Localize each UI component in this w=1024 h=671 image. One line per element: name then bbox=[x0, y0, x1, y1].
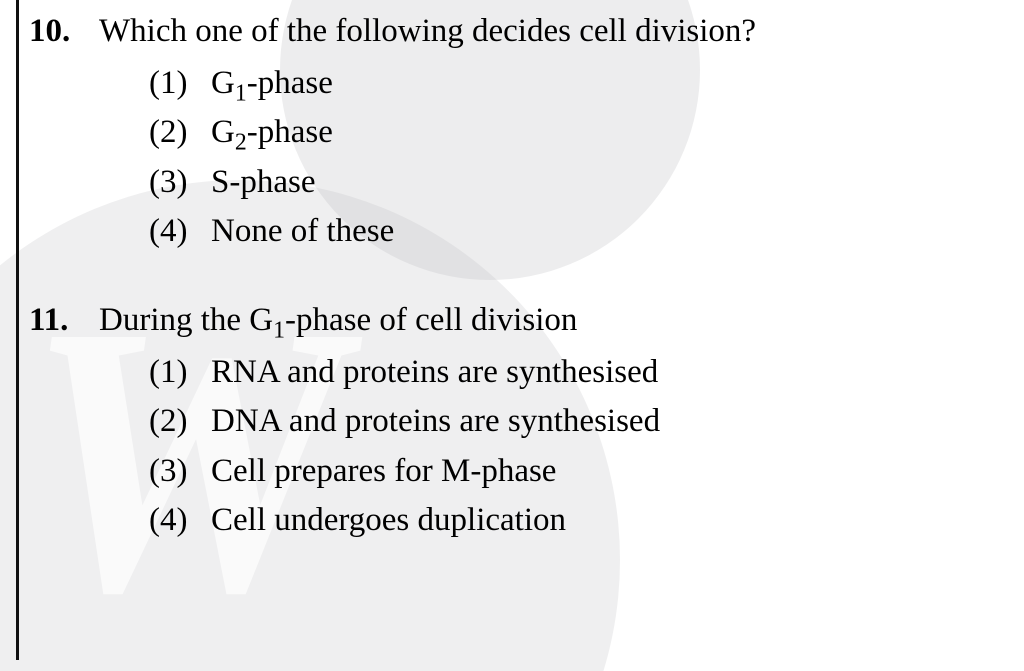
question-stem-row: 10. Which one of the following decides c… bbox=[29, 10, 994, 53]
option-number: (4) bbox=[149, 496, 211, 546]
option-number: (4) bbox=[149, 207, 211, 257]
option-text: G1-phase bbox=[211, 59, 333, 109]
option-text: None of these bbox=[211, 207, 394, 257]
option-text: DNA and proteins are synthesised bbox=[211, 397, 660, 447]
option-number: (3) bbox=[149, 158, 211, 208]
option-text: Cell undergoes duplication bbox=[211, 496, 566, 546]
option-number: (3) bbox=[149, 447, 211, 497]
option-number: (1) bbox=[149, 348, 211, 398]
option-row: (3) Cell prepares for M-phase bbox=[149, 447, 994, 497]
question-stem: Which one of the following decides cell … bbox=[99, 10, 756, 53]
question-block: 10. Which one of the following decides c… bbox=[29, 10, 994, 257]
question-block: 11. During the G1-phase of cell division… bbox=[29, 299, 994, 546]
option-number: (2) bbox=[149, 397, 211, 447]
option-number: (2) bbox=[149, 108, 211, 158]
question-number: 10. bbox=[29, 13, 99, 50]
option-number: (1) bbox=[149, 59, 211, 109]
option-row: (2) DNA and proteins are synthesised bbox=[149, 397, 994, 447]
options-list: (1) RNA and proteins are synthesised (2)… bbox=[149, 348, 994, 546]
option-text: RNA and proteins are synthesised bbox=[211, 348, 658, 398]
page-content: 10. Which one of the following decides c… bbox=[16, 0, 1024, 660]
option-text: G2-phase bbox=[211, 108, 333, 158]
option-text: S-phase bbox=[211, 158, 315, 208]
option-row: (3) S-phase bbox=[149, 158, 994, 208]
option-row: (1) RNA and proteins are synthesised bbox=[149, 348, 994, 398]
question-number: 11. bbox=[29, 302, 99, 339]
options-list: (1) G1-phase (2) G2-phase (3) S-phase (4… bbox=[149, 59, 994, 257]
option-row: (2) G2-phase bbox=[149, 108, 994, 158]
option-row: (1) G1-phase bbox=[149, 59, 994, 109]
option-row: (4) Cell undergoes duplication bbox=[149, 496, 994, 546]
question-stem: During the G1-phase of cell division bbox=[99, 299, 577, 342]
option-row: (4) None of these bbox=[149, 207, 994, 257]
option-text: Cell prepares for M-phase bbox=[211, 447, 556, 497]
question-stem-row: 11. During the G1-phase of cell division bbox=[29, 299, 994, 342]
